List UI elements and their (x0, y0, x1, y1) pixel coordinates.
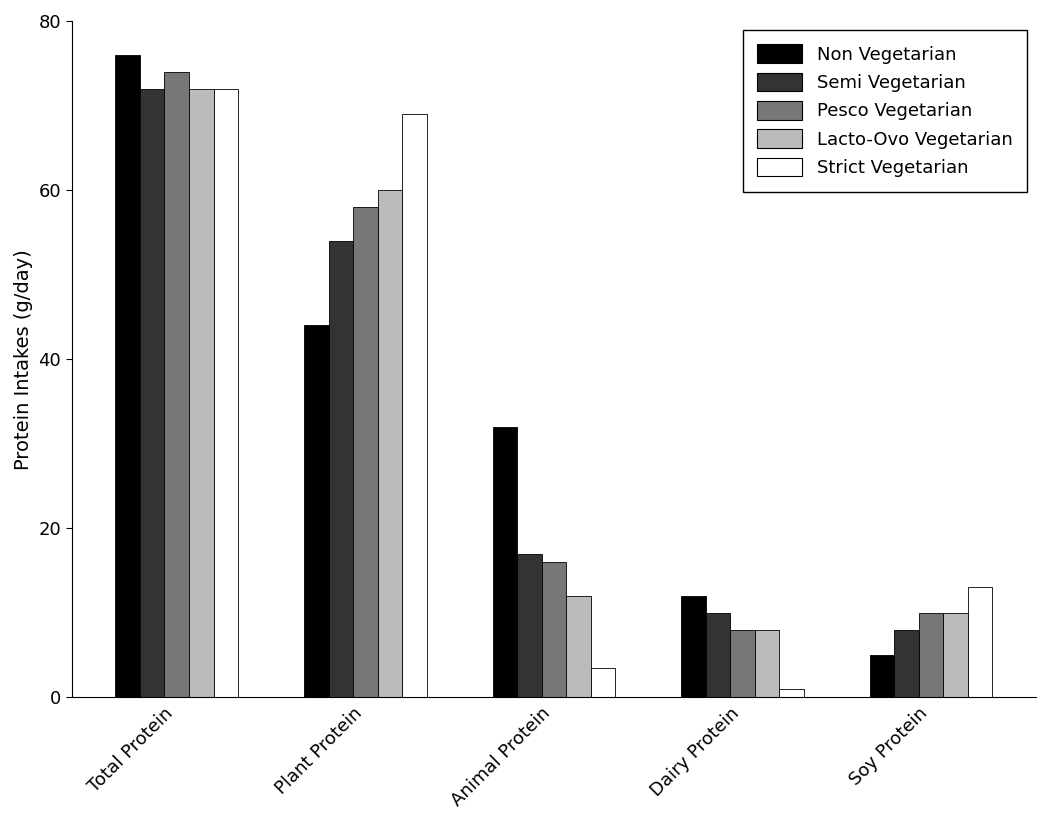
Bar (968, 588, 992, 697)
Bar (730, 630, 755, 697)
Bar (943, 613, 968, 697)
Bar (919, 613, 943, 697)
Bar (591, 667, 615, 697)
Bar (140, 88, 165, 697)
Bar (779, 689, 803, 697)
Bar (706, 613, 730, 697)
Bar (213, 88, 238, 697)
Bar (378, 190, 402, 697)
Bar (681, 596, 706, 697)
Bar (492, 427, 517, 697)
Bar (189, 88, 213, 697)
Bar (329, 241, 353, 697)
Legend: Non Vegetarian, Semi Vegetarian, Pesco Vegetarian, Lacto-Ovo Vegetarian, Strict : Non Vegetarian, Semi Vegetarian, Pesco V… (742, 30, 1027, 192)
Bar (755, 630, 779, 697)
Bar (517, 554, 542, 697)
Y-axis label: Protein Intakes (g/day): Protein Intakes (g/day) (14, 249, 33, 470)
Bar (353, 207, 378, 697)
Bar (304, 325, 329, 697)
Bar (116, 54, 140, 697)
Bar (869, 655, 895, 697)
Bar (895, 630, 919, 697)
Bar (566, 596, 591, 697)
Bar (165, 72, 189, 697)
Bar (542, 562, 566, 697)
Bar (402, 114, 426, 697)
